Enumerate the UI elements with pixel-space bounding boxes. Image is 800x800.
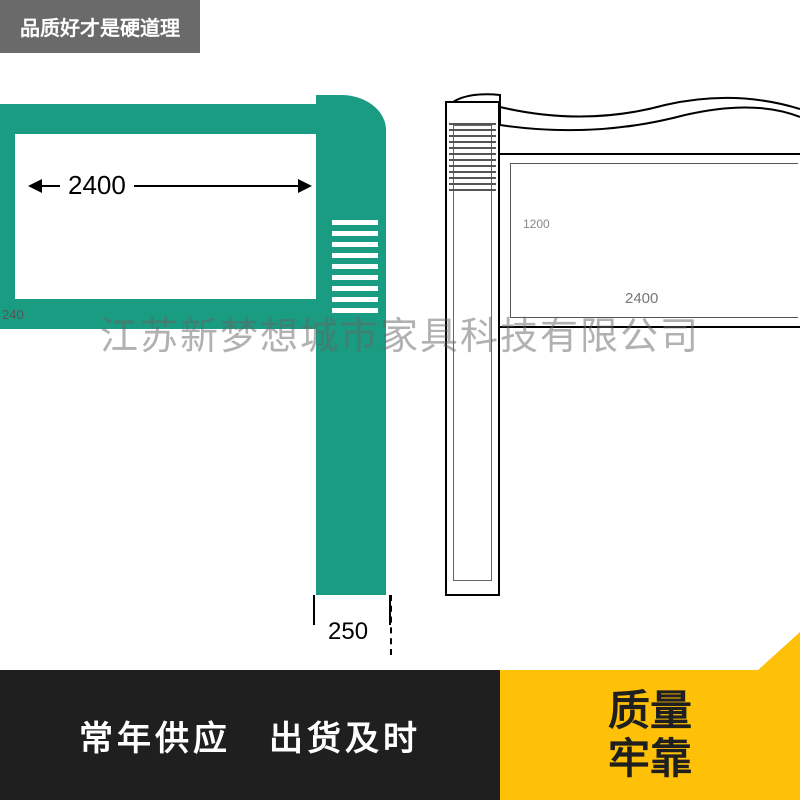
outline-grille (449, 123, 496, 191)
bottom-left-panel: 常年供应 出货及时 (0, 670, 500, 800)
supply-text: 常年供应 出货及时 (79, 711, 421, 760)
top-banner-text: 品质好才是硬道理 (20, 18, 180, 40)
quality-line2: 牢靠 (608, 735, 692, 783)
top-quality-banner: 品质好才是硬道理 (0, 0, 200, 53)
top-horizontal-bar (0, 104, 320, 134)
dimension-width-2400: 2400 (30, 170, 310, 201)
bottom-promo-bar: 常年供应 出货及时 质量 牢靠 (0, 670, 800, 800)
technical-diagram: 2400 240 250 1200 (0, 95, 800, 655)
pillar-inner-outline (453, 125, 492, 581)
bottom-horizontal-bar (0, 299, 320, 329)
main-pillar (316, 95, 386, 595)
dimension-side-240: 240 (2, 307, 24, 322)
quality-line1: 质量 (608, 687, 692, 735)
dimension-value: 2400 (60, 170, 134, 201)
pillar-grille (332, 220, 378, 313)
dimension-base-250: 250 (328, 618, 368, 646)
dimension-width-right: 2400 (625, 290, 658, 307)
left-edge-bar (0, 104, 15, 329)
bottom-right-panel: 质量 牢靠 (500, 670, 800, 800)
dashed-extension-line (390, 595, 392, 655)
dimension-height: 1200 (523, 217, 550, 231)
